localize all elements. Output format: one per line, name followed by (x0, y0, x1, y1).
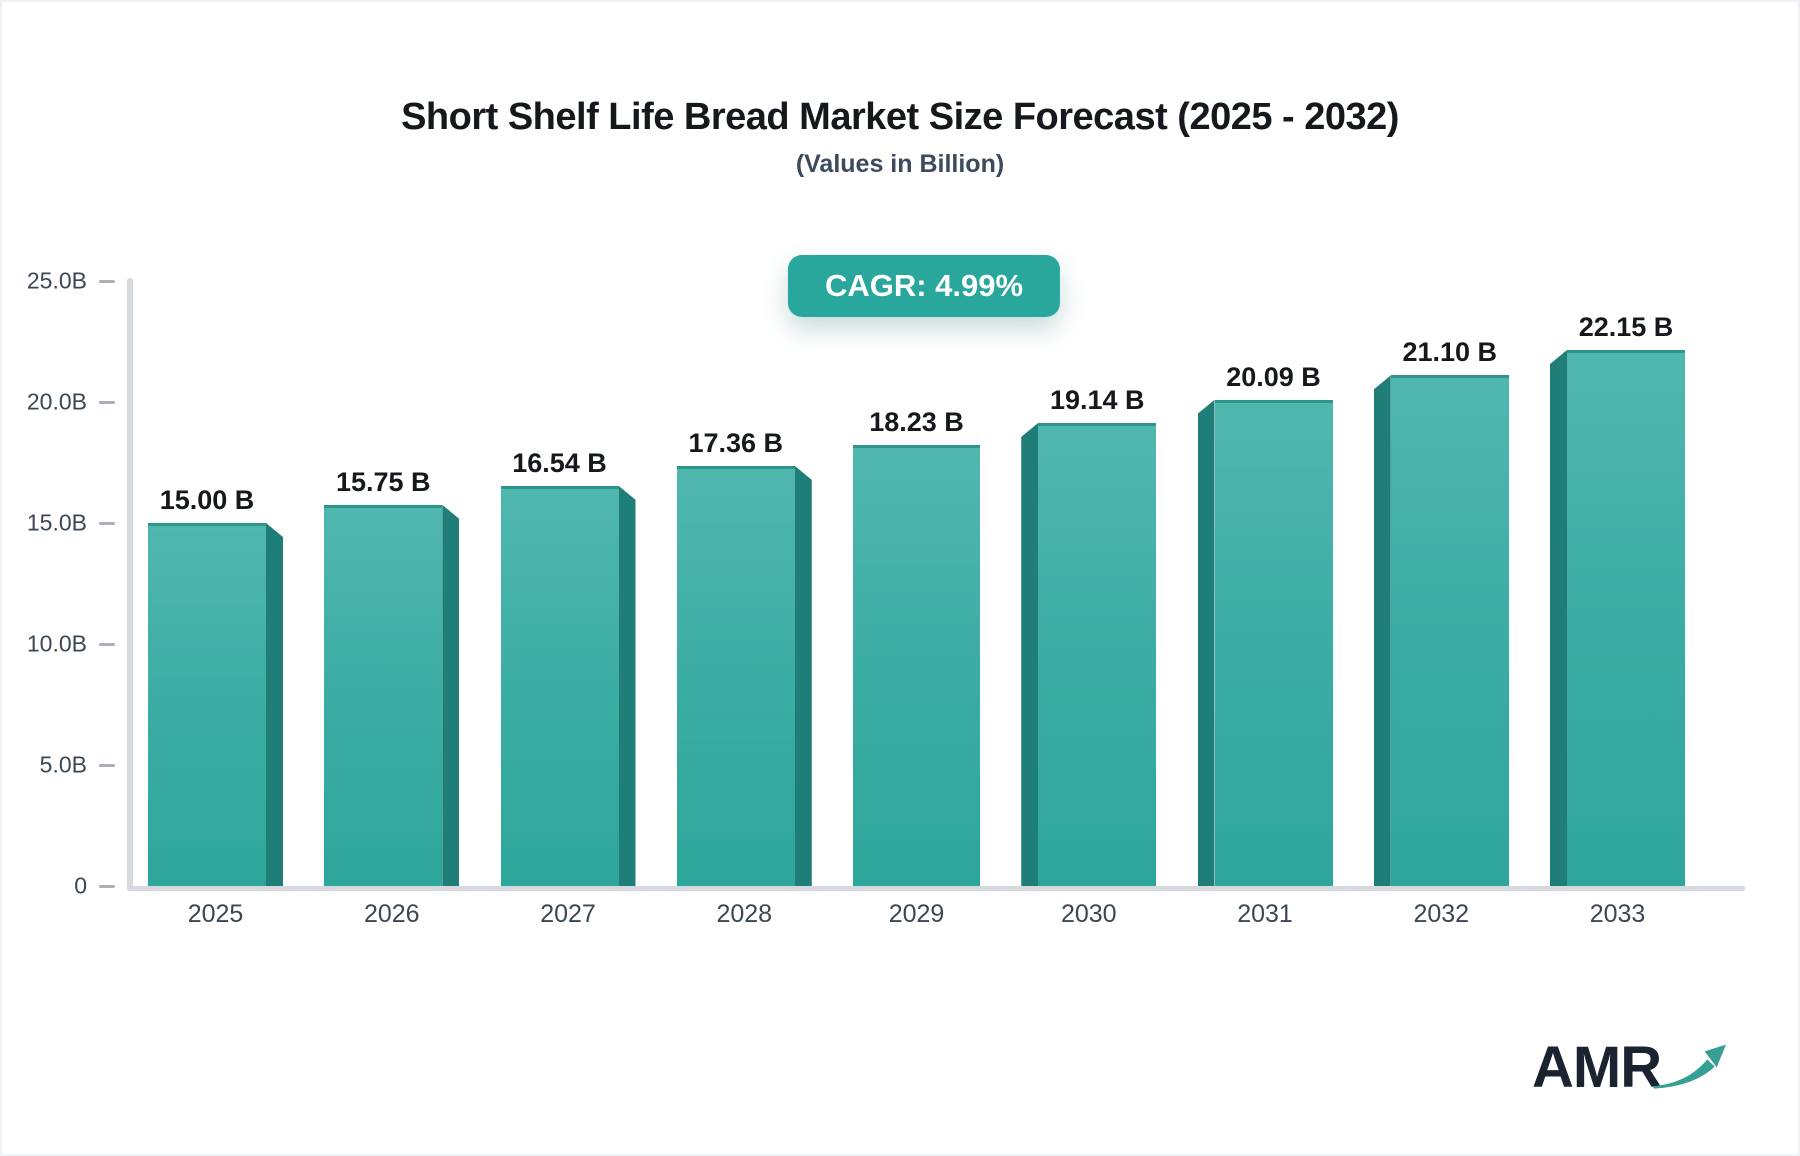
y-tick-label: 0 (74, 872, 87, 899)
bar-value-label: 18.23 B (869, 406, 964, 437)
y-tick-label: 5.0B (39, 751, 87, 778)
bar-2028: 17.36 B 2028 (676, 428, 812, 928)
bar-chart-plot-area: 15.00 B 2025 15.75 B 2026 16.54 B 2027 1… (133, 281, 1745, 928)
bar-value-label: 15.75 B (335, 466, 431, 497)
bar-value-label: 22.15 B (1578, 311, 1674, 342)
bar-2026: 15.75 B 2026 (324, 467, 460, 928)
bar-side-shade (618, 485, 636, 886)
x-axis-label: 2029 (888, 900, 945, 928)
bar-side-shade (266, 523, 283, 886)
y-axis-line (127, 278, 133, 891)
x-axis-label: 2033 (1589, 900, 1646, 928)
x-axis-label: 2030 (1060, 900, 1117, 928)
x-axis-label: 2032 (1413, 900, 1470, 928)
bar-face (1390, 375, 1509, 886)
y-tick-label: 25.0B (26, 267, 87, 294)
y-tick-dash (99, 522, 115, 525)
bar-face (500, 485, 619, 886)
x-axis-label: 2031 (1237, 900, 1293, 928)
bar-side-shade (442, 504, 460, 886)
x-axis-label: 2026 (363, 900, 420, 928)
bar-2029: 18.23 B 2029 (853, 407, 980, 928)
bar-face (1038, 422, 1157, 886)
amr-logo-text: AMR (1532, 1035, 1662, 1100)
bar-2025: 15.00 B 2025 (148, 485, 283, 928)
y-tick-dash (99, 885, 115, 888)
bar-value-label: 20.09 B (1226, 361, 1321, 392)
bar-face (1214, 399, 1333, 886)
y-tick-label: 20.0B (26, 388, 87, 415)
x-axis-label: 2028 (716, 900, 773, 928)
bar-side-shade (1021, 422, 1039, 886)
y-tick-dash (99, 280, 115, 283)
bar-value-label: 15.00 B (159, 485, 255, 515)
cagr-badge: CAGR: 4.99% (787, 255, 1061, 317)
bar-face (324, 504, 443, 886)
y-tick-dash (99, 401, 115, 404)
x-axis-label: 2027 (540, 900, 596, 928)
growth-arrow-icon (1652, 1044, 1726, 1089)
bar-2032: 21.10 B 2032 (1373, 337, 1509, 928)
y-tick-label: 10.0B (26, 630, 87, 657)
bar-2033: 22.15 B 2033 (1550, 312, 1685, 928)
y-tick-label: 15.0B (26, 509, 87, 536)
y-axis: 25.0B 20.0B 15.0B 10.0B 5.0B 0 (0, 268, 127, 899)
bar-face (148, 523, 266, 886)
bar-value-label: 21.10 B (1402, 337, 1498, 368)
bar-face (1567, 349, 1685, 886)
bar-value-label: 16.54 B (512, 447, 607, 478)
bar-value-label: 19.14 B (1049, 384, 1145, 415)
y-tick-dash (99, 764, 115, 767)
chart-title: Short Shelf Life Bread Market Size Forec… (401, 96, 1399, 138)
bar-value-label: 17.36 B (688, 427, 784, 458)
bar-2031: 20.09 B 2031 (1197, 362, 1333, 928)
bar-side-shade (1373, 375, 1391, 886)
amr-logo: AMR (1532, 1034, 1726, 1114)
y-tick-dash (99, 643, 115, 646)
chart-subtitle: (Values in Billion) (795, 150, 1005, 178)
bar-2027: 16.54 B 2027 (500, 448, 636, 928)
x-axis-label: 2025 (187, 900, 244, 928)
x-axis-line (127, 886, 1745, 891)
bar-face (853, 444, 980, 886)
bar-2030: 19.14 B 2030 (1021, 385, 1157, 928)
bar-side-shade (1550, 349, 1567, 886)
bar-side-shade (794, 465, 812, 886)
bar-side-shade (1197, 399, 1215, 886)
bar-face (676, 465, 795, 886)
